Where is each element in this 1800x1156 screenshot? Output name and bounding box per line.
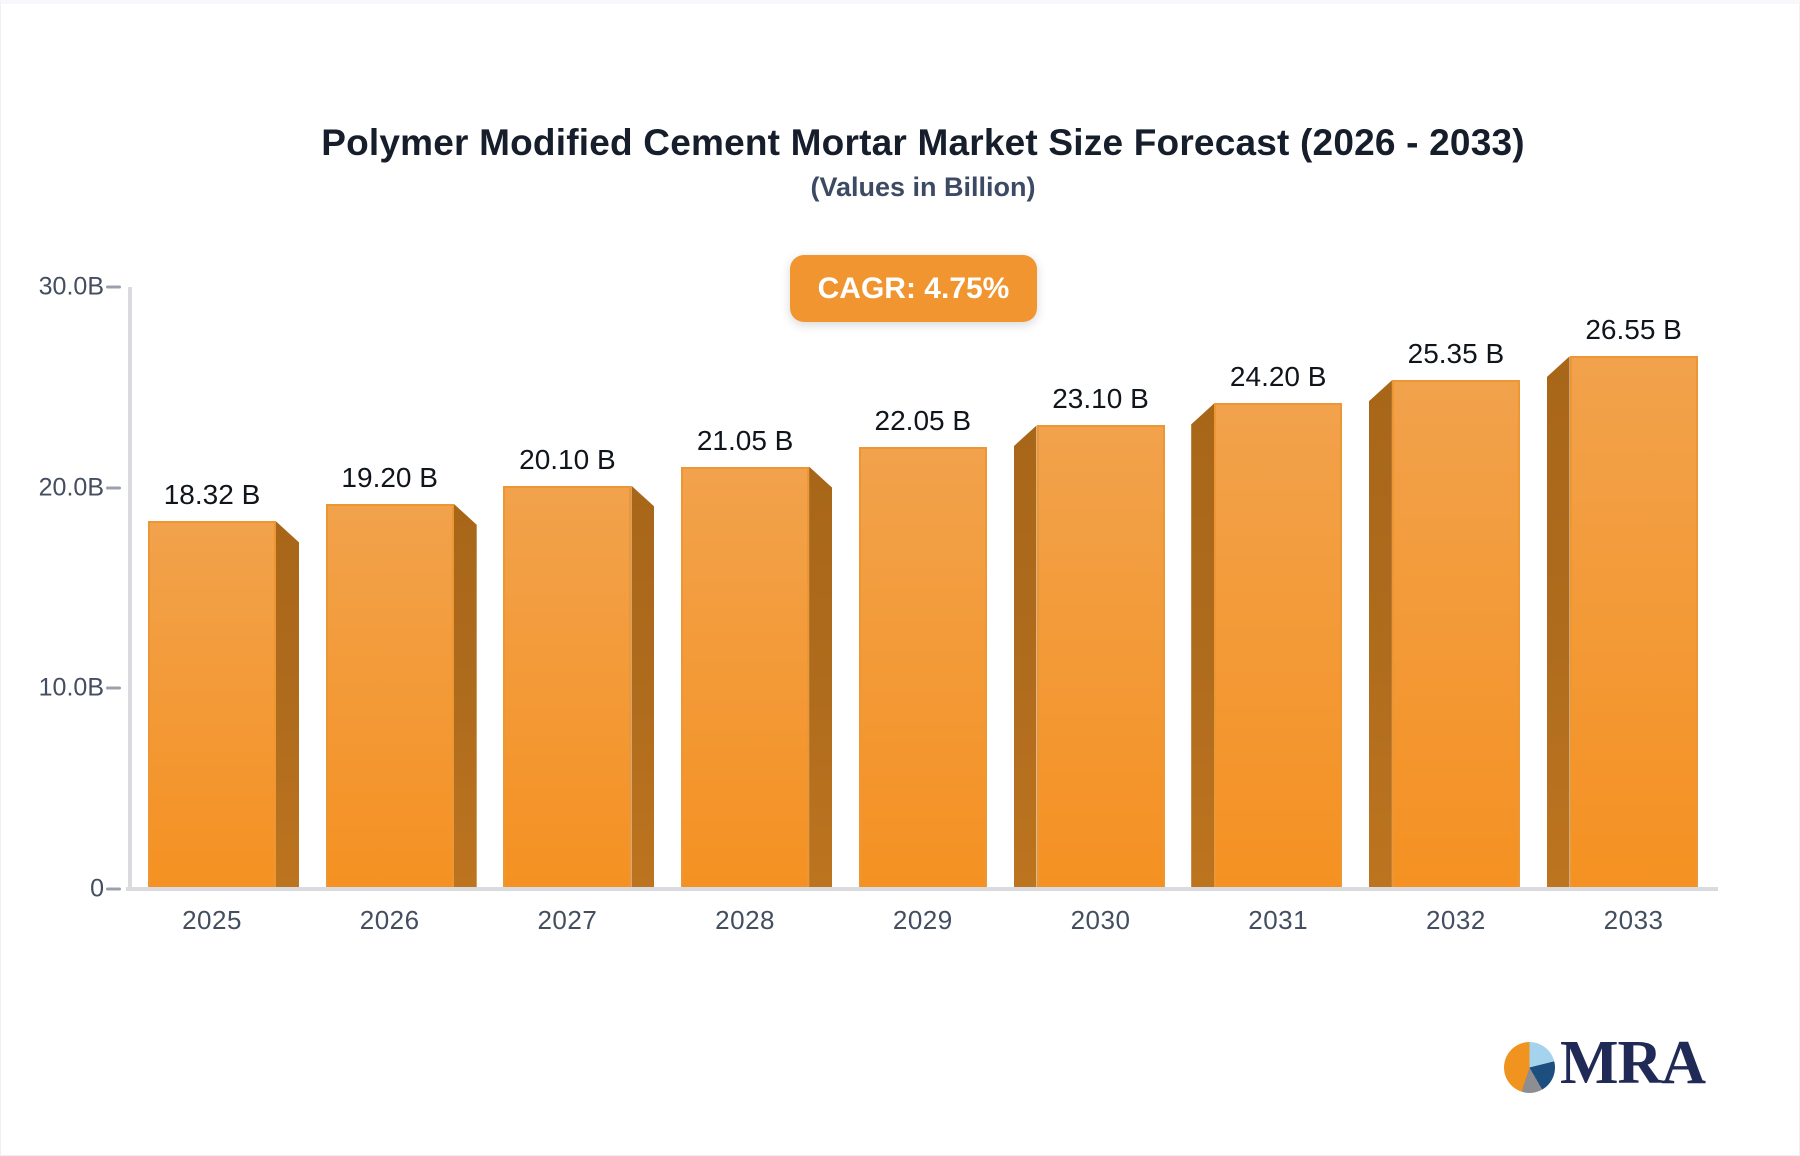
y-axis-tick-label: 0 bbox=[90, 874, 104, 903]
bar-2025[interactable] bbox=[148, 521, 276, 889]
x-axis-tick-label: 2030 bbox=[1070, 905, 1131, 935]
y-axis-tick-mark bbox=[106, 486, 121, 490]
x-axis-tick-label: 2027 bbox=[537, 905, 598, 935]
bar-value-label: 22.05 B bbox=[874, 404, 972, 436]
x-axis-tick-label: 2029 bbox=[892, 905, 953, 935]
chart-title: Polymer Modified Cement Mortar Market Si… bbox=[321, 121, 1525, 163]
bar-2026[interactable] bbox=[325, 503, 454, 889]
bar-2029[interactable] bbox=[858, 446, 987, 889]
bar-value-label: 25.35 B bbox=[1407, 338, 1505, 370]
brand-logo: MRA bbox=[1504, 1032, 1706, 1096]
bar-3d-side bbox=[1191, 403, 1215, 889]
bar-value-label: 24.20 B bbox=[1229, 361, 1327, 393]
y-axis-tick-mark bbox=[106, 285, 121, 289]
brand-logo-text: MRA bbox=[1560, 1029, 1706, 1097]
bar-2028[interactable] bbox=[681, 466, 810, 889]
x-axis-tick-label: 2032 bbox=[1425, 905, 1486, 935]
bar-2027[interactable] bbox=[503, 485, 632, 889]
x-axis-tick-label: 2033 bbox=[1603, 905, 1664, 935]
y-axis-tick-mark bbox=[106, 887, 121, 891]
bar-2033[interactable] bbox=[1569, 356, 1698, 889]
y-axis-line bbox=[128, 287, 132, 890]
bar-2031[interactable] bbox=[1214, 403, 1343, 889]
cagr-badge-label: CAGR: 4.75% bbox=[817, 271, 1010, 305]
x-axis-tick-label: 2026 bbox=[359, 905, 420, 935]
y-axis-tick-label: 20.0B bbox=[38, 473, 104, 502]
x-axis-tick-label: 2028 bbox=[715, 905, 776, 935]
bar-value-label: 21.05 B bbox=[696, 424, 794, 456]
x-axis-tick-label: 2031 bbox=[1248, 905, 1309, 935]
bar-value-label: 19.20 B bbox=[341, 461, 438, 493]
bar-value-label: 23.10 B bbox=[1052, 383, 1149, 415]
bar-3d-side bbox=[1013, 425, 1037, 889]
bar-3d-side bbox=[631, 485, 655, 889]
pie-chart-logo-icon bbox=[1504, 1041, 1555, 1093]
bar-3d-side bbox=[276, 521, 299, 889]
bar-3d-side bbox=[809, 466, 833, 889]
bar-3d-side bbox=[1546, 356, 1570, 889]
bar-value-label: 18.32 B bbox=[163, 479, 261, 511]
x-axis-tick-label: 2025 bbox=[182, 905, 242, 935]
x-axis-baseline bbox=[126, 887, 1718, 891]
y-axis-tick-label: 10.0B bbox=[38, 673, 104, 702]
y-axis-tick-mark bbox=[106, 686, 121, 690]
bar-value-label: 26.55 B bbox=[1585, 314, 1682, 346]
chart-subtitle: (Values in Billion) bbox=[810, 172, 1036, 202]
bar-value-label: 20.10 B bbox=[519, 443, 616, 475]
y-axis-tick-label: 30.0B bbox=[38, 272, 104, 301]
bar-3d-side bbox=[1368, 380, 1392, 889]
bar-2030[interactable] bbox=[1036, 425, 1165, 889]
bar-3d-side bbox=[453, 503, 477, 889]
bar-2032[interactable] bbox=[1391, 380, 1520, 889]
cagr-badge: CAGR: 4.75% bbox=[790, 255, 1037, 322]
